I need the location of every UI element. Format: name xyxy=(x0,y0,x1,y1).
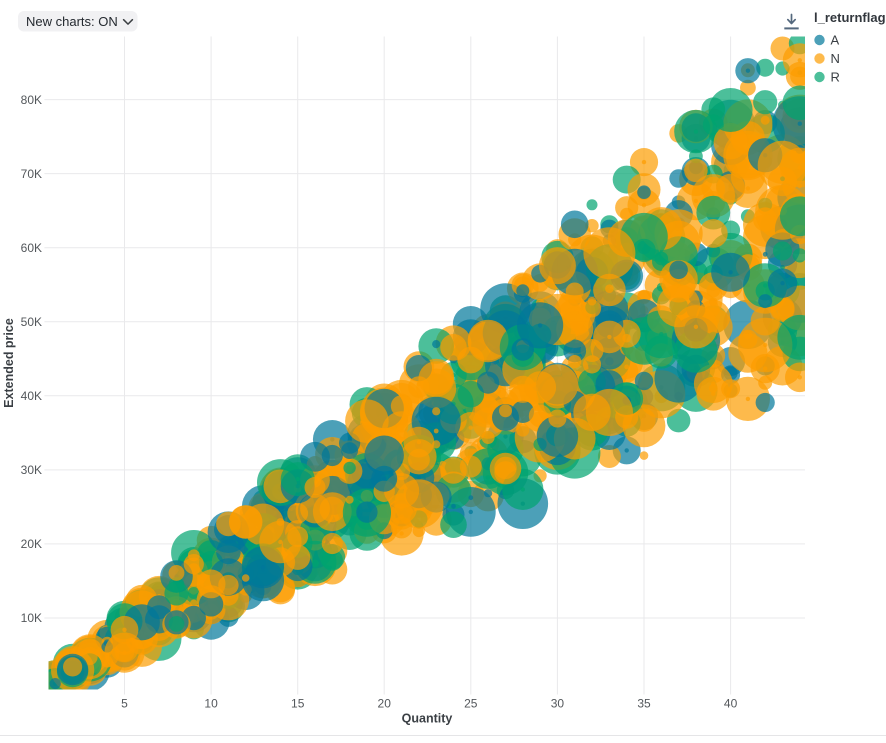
svg-text:60K: 60K xyxy=(21,241,42,255)
svg-text:10K: 10K xyxy=(21,611,42,625)
svg-text:Extended price: Extended price xyxy=(2,318,16,408)
svg-text:30K: 30K xyxy=(21,463,42,477)
svg-text:Quantity: Quantity xyxy=(402,712,453,726)
svg-text:New charts: ON: New charts: ON xyxy=(26,14,118,29)
svg-text:40: 40 xyxy=(724,697,738,711)
svg-text:N: N xyxy=(831,51,840,66)
svg-text:5: 5 xyxy=(121,697,128,711)
svg-text:40K: 40K xyxy=(21,389,42,403)
svg-text:70K: 70K xyxy=(21,167,42,181)
svg-text:10: 10 xyxy=(204,697,218,711)
svg-text:20K: 20K xyxy=(21,537,42,551)
svg-text:15: 15 xyxy=(291,697,305,711)
svg-text:25: 25 xyxy=(464,697,478,711)
svg-text:35: 35 xyxy=(637,697,651,711)
svg-text:50K: 50K xyxy=(21,315,42,329)
svg-text:80K: 80K xyxy=(21,93,42,107)
svg-text:A: A xyxy=(831,33,840,48)
svg-text:l_returnflag: l_returnflag xyxy=(814,10,886,25)
svg-text:R: R xyxy=(831,70,840,85)
svg-text:20: 20 xyxy=(378,697,392,711)
svg-text:30: 30 xyxy=(551,697,565,711)
